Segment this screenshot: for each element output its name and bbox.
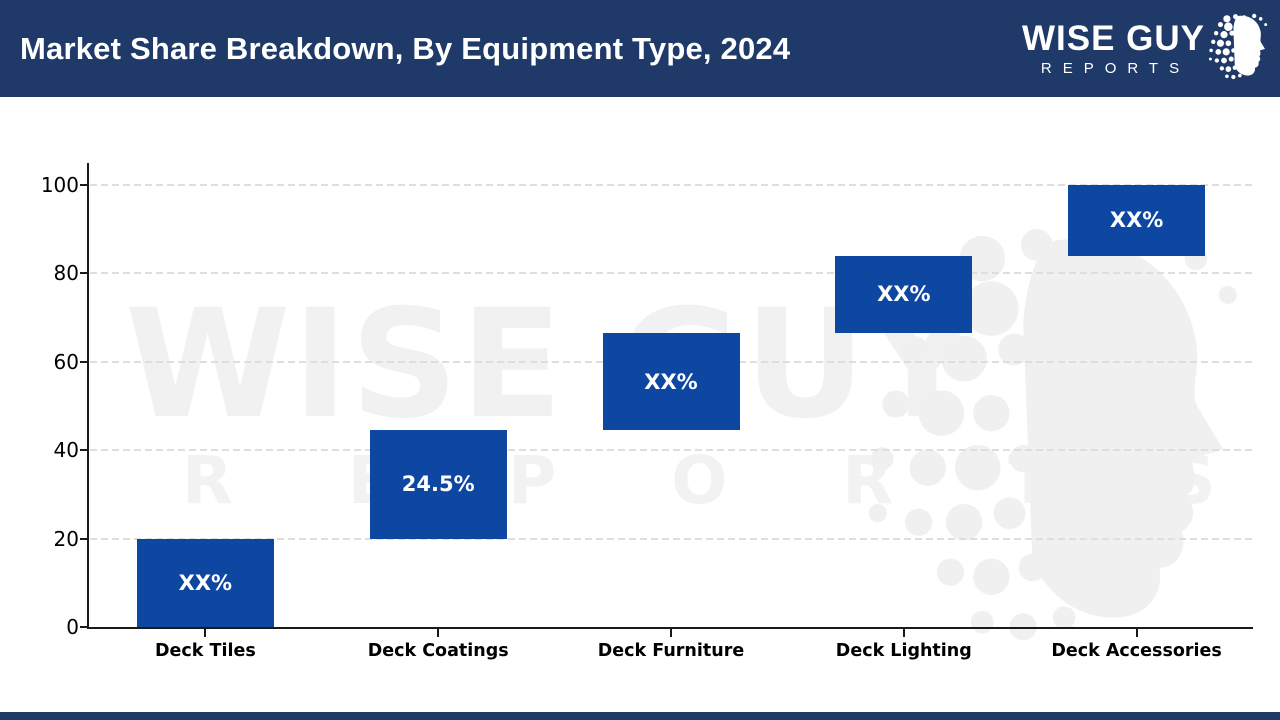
y-tick-label: 100 (40, 173, 79, 197)
y-tick-label: 20 (53, 526, 79, 551)
bar-segment: XX% (835, 255, 973, 334)
y-tick (80, 626, 88, 628)
bar-segment: XX% (136, 538, 274, 627)
gridline (90, 184, 1252, 186)
y-tick-label: 40 (53, 438, 79, 463)
bar-segment: XX% (1068, 185, 1206, 256)
y-tick (80, 537, 88, 540)
gridline (90, 537, 1252, 540)
wise-guy-reports-logo: WISE GUY REPORTS (1022, 13, 1280, 85)
y-tick (80, 184, 88, 186)
logo-text: WISE GUY REPORTS (1022, 21, 1205, 76)
y-tick-label: 80 (53, 261, 79, 286)
x-tick (1135, 629, 1138, 637)
x-tick (437, 629, 440, 637)
watermark-wordmark: WISE GUY (125, 278, 979, 452)
bar-value-label: XX% (178, 570, 233, 595)
logo-wordmark: WISE GUY (1021, 19, 1205, 58)
bar-segment: 24.5% (369, 430, 507, 539)
bar-value-label: XX% (1109, 208, 1164, 233)
x-category-label: Deck Tiles (155, 641, 256, 661)
y-axis-line (87, 163, 89, 629)
x-category-label: Deck Accessories (1051, 641, 1222, 661)
x-tick (670, 629, 672, 637)
bar-value-label: 24.5% (401, 472, 475, 497)
chart-title: Market Share Breakdown, By Equipment Typ… (20, 30, 791, 66)
bar-segment: XX% (602, 333, 740, 431)
bar-value-label: XX% (644, 369, 698, 394)
x-axis-line (87, 627, 1253, 629)
x-category-label: Deck Furniture (597, 641, 745, 661)
footer-bar (0, 712, 1280, 720)
bar-value-label: XX% (877, 282, 931, 307)
gridline (90, 449, 1252, 452)
x-tick (902, 629, 905, 637)
y-tick (80, 360, 88, 363)
y-tick (80, 272, 88, 275)
gridline (90, 272, 1252, 275)
y-tick (80, 449, 88, 452)
x-category-label: Deck Lighting (835, 641, 972, 661)
y-tick-label: 0 (66, 615, 79, 639)
x-category-label: Deck Coatings (367, 641, 509, 661)
logo-subtitle: REPORTS (1040, 60, 1191, 77)
x-tick (204, 629, 207, 637)
header-bar: Market Share Breakdown, By Equipment Typ… (0, 0, 1280, 97)
y-tick-label: 60 (53, 349, 79, 374)
